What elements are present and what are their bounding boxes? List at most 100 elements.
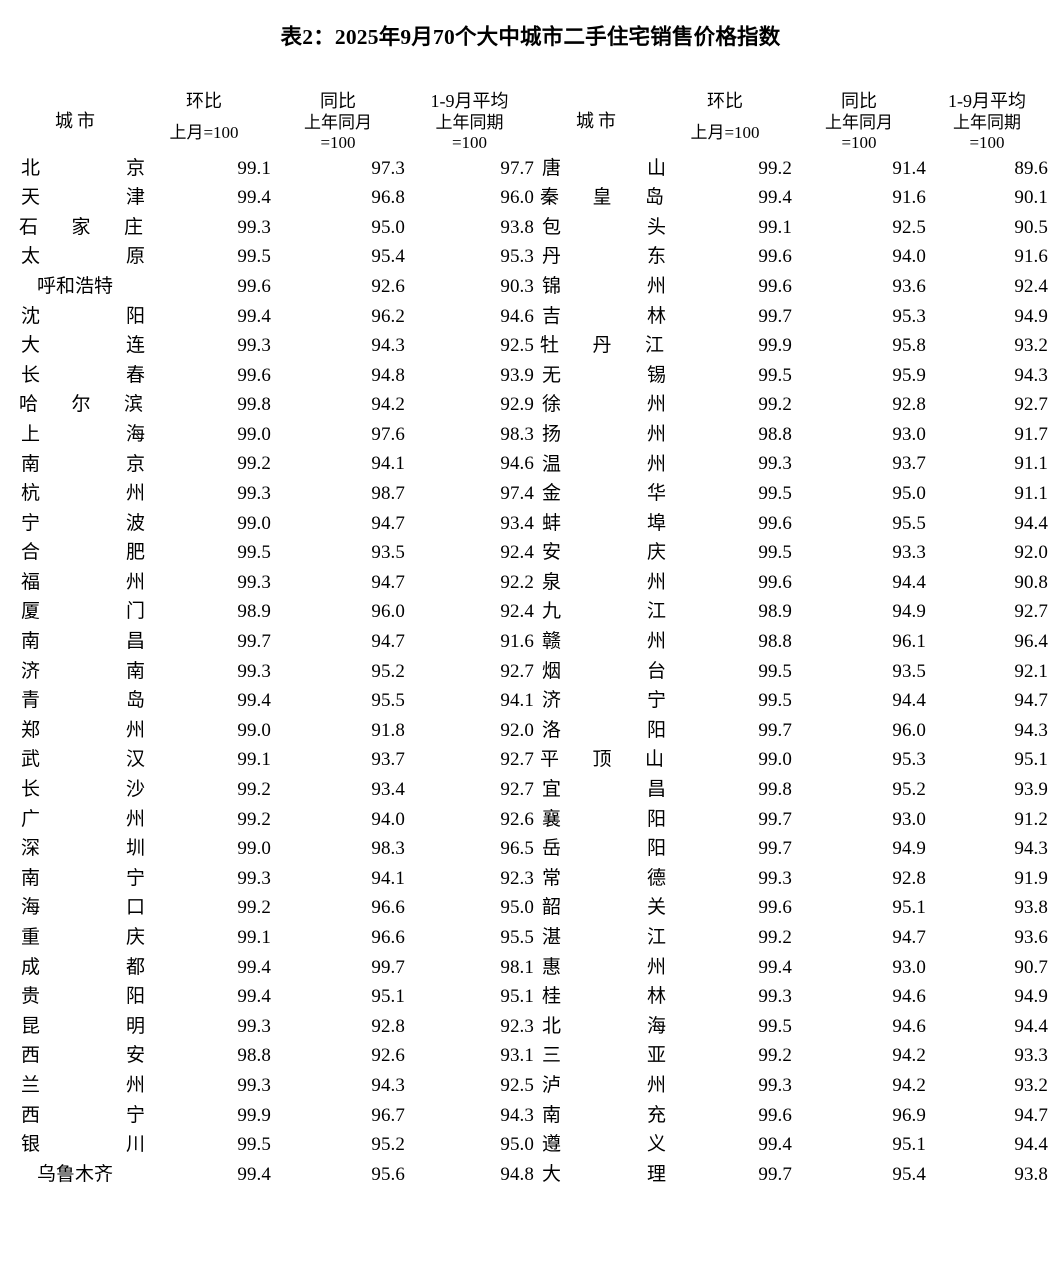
value-avg-left: 92.4 — [500, 542, 534, 564]
header-group-yoy-right: 同比 — [841, 91, 877, 111]
value-yoy-right: 95.1 — [892, 897, 926, 919]
value-yoy-left: 95.2 — [371, 660, 405, 682]
value-mom-right: 99.6 — [758, 246, 792, 268]
value-mom-right: 99.2 — [758, 1045, 792, 1067]
value-yoy-right: 95.4 — [892, 1163, 926, 1185]
value-mom-right: 99.2 — [758, 926, 792, 948]
value-avg-left: 97.4 — [500, 483, 534, 505]
city-name-left: 西宁 — [13, 1101, 145, 1131]
city-name-right: 金华 — [534, 479, 666, 509]
value-mom-left: 99.3 — [237, 571, 271, 593]
value-avg-right: 93.2 — [1014, 335, 1048, 357]
value-avg-right: 94.4 — [1014, 1134, 1048, 1156]
city-label: 桂林 — [542, 986, 666, 1008]
city-name-right: 韶关 — [534, 894, 666, 924]
city-label: 泸州 — [542, 1074, 666, 1096]
value-avg-left: 95.1 — [500, 986, 534, 1008]
value-mom-left: 99.6 — [237, 275, 271, 297]
table-row: 乌鲁木齐 99.4 95.6 94.8 大理 99.7 95.4 93.8 — [13, 1160, 1048, 1190]
value-yoy-left: 94.7 — [371, 512, 405, 534]
value-avg-right: 96.4 — [1014, 631, 1048, 653]
value-avg-left: 93.8 — [500, 216, 534, 238]
value-yoy-left: 96.7 — [371, 1104, 405, 1126]
city-name-left: 长春 — [13, 361, 145, 391]
value-yoy-left: 94.3 — [371, 1074, 405, 1096]
value-yoy-right: 94.7 — [892, 926, 926, 948]
value-avg-left: 95.5 — [500, 926, 534, 948]
city-name-right: 遵义 — [534, 1130, 666, 1160]
value-mom-right: 99.5 — [758, 690, 792, 712]
table-row: 南宁 99.3 94.1 92.3 常德 99.3 92.8 91.9 — [13, 864, 1048, 894]
value-mom-left: 99.5 — [237, 246, 271, 268]
city-label: 南充 — [542, 1104, 666, 1126]
value-yoy-right: 94.4 — [892, 571, 926, 593]
value-yoy-right: 96.0 — [892, 719, 926, 741]
city-label: 襄阳 — [542, 808, 666, 830]
value-mom-left: 99.9 — [237, 1104, 271, 1126]
value-avg-right: 93.3 — [1014, 1045, 1048, 1067]
value-mom-right: 99.9 — [758, 335, 792, 357]
header-sub-yoy-left: 上年同月 =100 — [271, 113, 405, 154]
value-avg-left: 95.3 — [500, 246, 534, 268]
value-yoy-right: 95.9 — [892, 364, 926, 386]
city-label: 重庆 — [21, 927, 145, 948]
city-name-left: 杭州 — [13, 479, 145, 509]
city-label: 常德 — [542, 867, 666, 889]
value-avg-right: 94.9 — [1014, 986, 1048, 1008]
value-mom-left: 99.3 — [237, 335, 271, 357]
table-row: 长沙 99.2 93.4 92.7 宜昌 99.8 95.2 93.9 — [13, 775, 1048, 805]
value-yoy-right: 94.2 — [892, 1045, 926, 1067]
value-avg-right: 90.8 — [1014, 571, 1048, 593]
city-label: 温州 — [542, 453, 666, 475]
table-row: 天津 99.4 96.8 96.0 秦皇岛 99.4 91.6 90.1 — [13, 183, 1048, 213]
table-row: 石家庄 99.3 95.0 93.8 包头 99.1 92.5 90.5 — [13, 213, 1048, 243]
value-avg-left: 94.6 — [500, 305, 534, 327]
city-name-right: 南充 — [534, 1101, 666, 1131]
value-avg-left: 94.8 — [500, 1163, 534, 1185]
header-sub-avg-right-line2: =100 — [969, 133, 1005, 153]
value-mom-left: 99.2 — [237, 808, 271, 830]
city-name-left: 厦门 — [13, 598, 145, 628]
value-avg-left: 95.0 — [500, 1134, 534, 1156]
city-label: 广州 — [21, 808, 145, 830]
value-avg-right: 90.5 — [1014, 216, 1048, 238]
value-yoy-right: 93.7 — [892, 453, 926, 475]
value-avg-right: 92.7 — [1014, 394, 1048, 416]
header-city-left: 城市 — [55, 111, 99, 132]
page-title: 表2：2025年9月70个大中城市二手住宅销售价格指数 — [280, 25, 781, 49]
city-label: 哈尔滨 — [19, 394, 143, 416]
value-mom-left: 99.1 — [237, 926, 271, 948]
city-label: 石家庄 — [19, 216, 143, 238]
header-sub-yoy-right-line1: 上年同月 — [825, 112, 893, 132]
city-name-left: 长沙 — [13, 775, 145, 805]
value-mom-left: 99.6 — [237, 364, 271, 386]
table-body: 北京 99.1 97.3 97.7 唐山 99.2 91.4 89.6 天津 99.4 96.8 96… — [13, 154, 1048, 1190]
value-avg-right: 93.8 — [1014, 897, 1048, 919]
value-avg-left: 92.5 — [500, 1074, 534, 1096]
value-avg-left: 92.7 — [500, 779, 534, 800]
value-avg-right: 94.9 — [1014, 305, 1048, 327]
city-name-right: 襄阳 — [534, 805, 666, 835]
value-avg-left: 93.1 — [500, 1045, 534, 1067]
value-avg-left: 92.3 — [500, 867, 534, 889]
value-yoy-left: 99.7 — [371, 956, 405, 978]
price-index-table: 城市 环比 同比 1-9月平均 城市 环比 同比 1-9月平均 上月=100 上… — [13, 91, 1048, 1190]
city-name-right: 泉州 — [534, 568, 666, 598]
city-label: 洛阳 — [542, 719, 666, 741]
value-avg-right: 93.6 — [1014, 926, 1048, 948]
header-sub-mom-right: 上月=100 — [690, 123, 760, 143]
value-yoy-right: 95.2 — [892, 779, 926, 800]
city-name-left: 天津 — [13, 183, 145, 213]
value-yoy-left: 97.3 — [371, 157, 405, 179]
value-mom-right: 99.6 — [758, 512, 792, 534]
city-label: 贵阳 — [21, 986, 145, 1008]
value-yoy-left: 95.0 — [371, 216, 405, 238]
table-row: 银川 99.5 95.2 95.0 遵义 99.4 95.1 94.4 — [13, 1130, 1048, 1160]
value-mom-left: 99.7 — [237, 631, 271, 653]
city-name-right: 湛江 — [534, 923, 666, 953]
value-mom-left: 98.8 — [237, 1045, 271, 1067]
value-yoy-left: 94.0 — [371, 808, 405, 830]
value-yoy-left: 94.1 — [371, 867, 405, 889]
city-label: 武汉 — [21, 749, 145, 771]
table-head: 城市 环比 同比 1-9月平均 城市 环比 同比 1-9月平均 上月=100 上… — [13, 91, 1048, 154]
